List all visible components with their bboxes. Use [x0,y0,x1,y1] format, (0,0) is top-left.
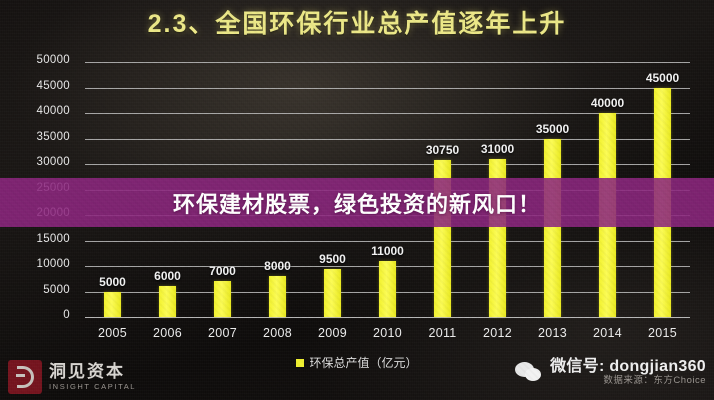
page-title: 2.3、全国环保行业总产值逐年上升 [147,10,567,38]
y-axis-tick-label: 30000 [36,156,70,168]
bar-value-label: 9500 [319,251,346,266]
gridline [85,317,690,318]
bar-value-label: 30750 [425,143,460,158]
wechat-bubble-small [525,368,542,382]
wechat-text: 微信号: dongjian360 数据来源：东方Choice [550,358,706,387]
x-axis-tick-label: 2008 [262,326,293,340]
bar-value-label: 11000 [371,243,404,258]
y-axis-tick-label: 0 [63,309,70,321]
x-axis-tick-label: 2012 [482,326,513,340]
legend-swatch-icon [296,358,305,367]
bar [104,291,121,317]
bar [159,286,176,317]
gridline [85,87,690,89]
bar [214,281,231,317]
bar [544,138,561,317]
x-axis-tick-label: 2010 [372,326,403,340]
y-axis-tick-label: 10000 [36,258,70,270]
brand-name-cn: 洞见资本 [49,362,125,382]
wechat-id: 微信号: dongjian360 [550,358,706,375]
x-axis-tick-label: 2006 [152,326,183,340]
y-axis-tick-label: 5000 [43,283,70,296]
x-axis-tick-label: 2013 [537,326,568,340]
bar-value-label: 6000 [154,269,181,284]
data-source-note: 数据来源：东方Choice [603,375,706,387]
bar-value-label: 40000 [590,96,625,110]
x-axis-tick-label: 2005 [97,326,128,340]
bar [269,276,286,317]
chart-legend: 环保总产值（亿元） [0,354,714,372]
brand-logo-text: 洞见资本 INSIGHT CAPITAL [49,363,136,391]
insight-capital-d-icon [8,360,42,394]
y-axis-tick-label: 50000 [36,54,70,66]
y-axis-tick-label: 35000 [36,130,70,143]
wechat-block: 微信号: dongjian360 数据来源：东方Choice [515,358,706,387]
bar-value-label: 45000 [645,70,680,85]
gridline [85,62,690,63]
bar-value-label: 8000 [264,259,291,274]
bar-value-label: 35000 [535,121,570,136]
gridline [85,113,690,114]
legend-label: 环保总产值（亿元） [309,356,418,371]
x-axis-tick-label: 2011 [428,326,457,340]
bar-value-label: 31000 [480,141,515,156]
bar-value-label: 7000 [209,264,236,279]
bar [324,268,341,317]
gridline [85,240,690,242]
brand-name-en: INSIGHT CAPITAL [49,381,137,391]
overlay-banner-text: 环保建材股票，绿色投资的新风口！ [172,191,541,217]
bar [379,260,396,317]
x-axis-tick-label: 2014 [592,326,623,340]
brand-logo: 洞见资本 INSIGHT CAPITAL [8,360,136,394]
x-axis-tick-label: 2009 [317,326,348,340]
y-axis-tick-label: 15000 [36,232,70,245]
x-axis-tick-label: 2007 [207,326,238,340]
bar-value-label: 5000 [99,274,126,289]
y-axis-tick-label: 40000 [36,105,70,117]
gridline [85,164,690,165]
overlay-banner: 环保建材股票，绿色投资的新风口！ [0,178,714,227]
x-axis-tick-label: 2015 [647,326,678,340]
y-axis-tick-label: 45000 [36,79,70,92]
wechat-icon [515,362,543,382]
gridline [85,138,690,140]
